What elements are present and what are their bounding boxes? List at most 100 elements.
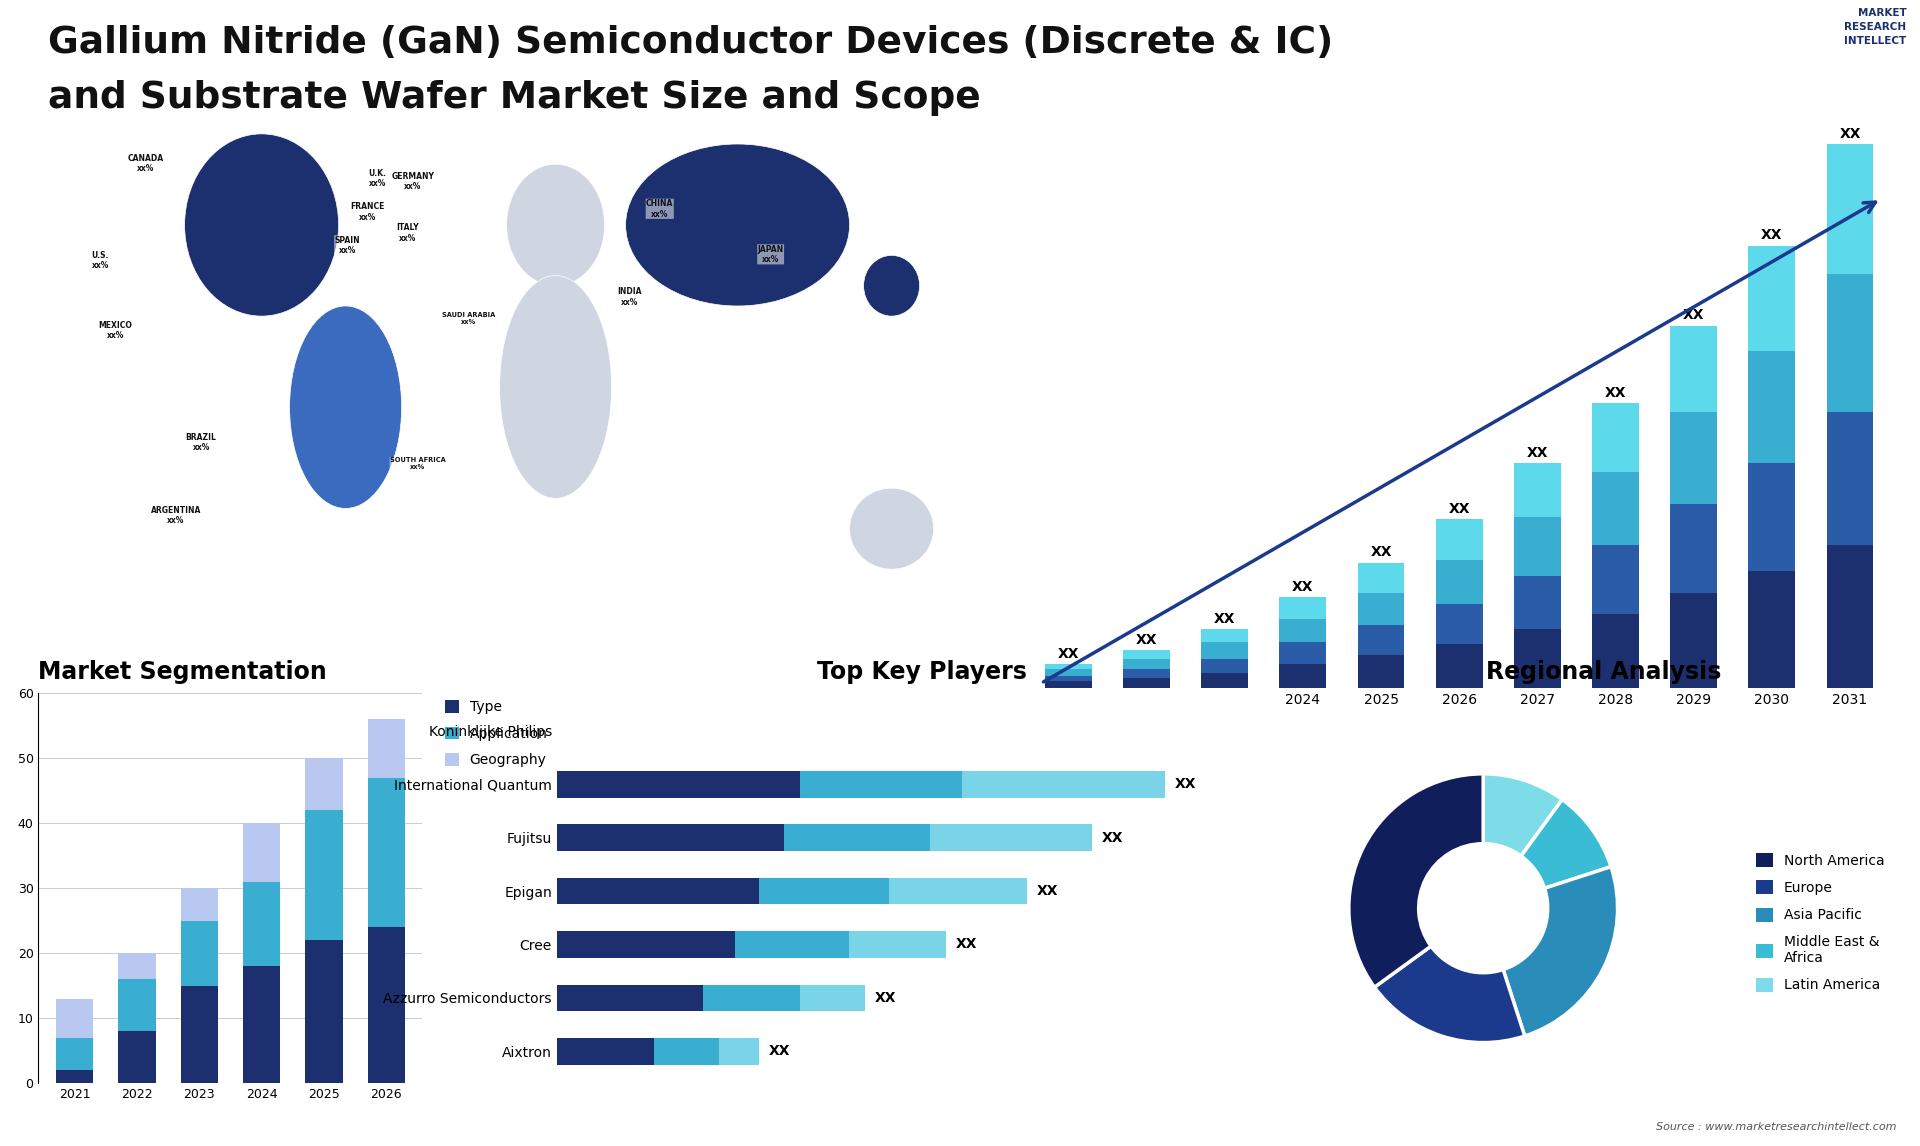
Text: XX: XX (1292, 580, 1313, 594)
Text: Market Segmentation: Market Segmentation (38, 660, 326, 684)
Bar (1670, 592, 1716, 688)
Ellipse shape (499, 275, 612, 499)
Bar (1592, 472, 1640, 545)
Bar (557, 878, 760, 904)
Bar (119, 953, 156, 979)
Bar (1670, 325, 1716, 411)
Bar (962, 771, 1165, 798)
Bar (1826, 545, 1874, 688)
Bar (1436, 519, 1482, 560)
Bar (367, 927, 405, 1083)
Bar (305, 940, 342, 1083)
Circle shape (1419, 843, 1548, 973)
Bar (1513, 517, 1561, 575)
Text: XX: XX (1213, 612, 1235, 626)
Text: ARGENTINA
xx%: ARGENTINA xx% (152, 505, 202, 525)
Text: XX: XX (1761, 228, 1782, 242)
Ellipse shape (507, 164, 605, 285)
Text: XX: XX (876, 991, 897, 1005)
Bar (801, 984, 864, 1011)
Bar (1592, 403, 1640, 472)
Bar (1826, 144, 1874, 274)
Bar (56, 1037, 94, 1070)
Bar (180, 888, 219, 920)
Bar (1436, 644, 1482, 688)
Bar (242, 823, 280, 881)
Bar (1436, 604, 1482, 644)
Bar (1357, 592, 1405, 625)
Bar (1592, 614, 1640, 688)
Text: BRAZIL
xx%: BRAZIL xx% (186, 433, 217, 453)
Bar (1357, 563, 1405, 592)
Bar (889, 878, 1027, 904)
Text: SAUDI ARABIA
xx%: SAUDI ARABIA xx% (442, 312, 495, 324)
Bar (119, 1031, 156, 1083)
Bar (557, 1038, 655, 1065)
Bar (1123, 678, 1169, 688)
Bar (557, 984, 703, 1011)
Wedge shape (1375, 947, 1524, 1043)
Bar (367, 720, 405, 778)
Title: Regional Analysis: Regional Analysis (1486, 660, 1720, 684)
Wedge shape (1521, 800, 1611, 888)
Bar (655, 1038, 718, 1065)
Bar (305, 810, 342, 940)
Bar (1279, 597, 1327, 619)
Bar (557, 931, 735, 958)
Wedge shape (1503, 866, 1617, 1036)
Bar (1044, 681, 1092, 688)
Bar (1202, 629, 1248, 643)
Bar (1123, 650, 1169, 659)
Bar (1357, 656, 1405, 688)
Bar (1202, 643, 1248, 659)
Text: JAPAN
xx%: JAPAN xx% (758, 244, 783, 264)
Bar (180, 920, 219, 986)
Bar (718, 1038, 760, 1065)
Text: Source : www.marketresearchintellect.com: Source : www.marketresearchintellect.com (1657, 1122, 1897, 1132)
Bar (1202, 659, 1248, 673)
Text: XX: XX (770, 1044, 791, 1058)
Text: SOUTH AFRICA
xx%: SOUTH AFRICA xx% (390, 457, 445, 470)
Text: XX: XX (1448, 502, 1471, 516)
Bar (1279, 664, 1327, 688)
Ellipse shape (290, 306, 401, 509)
Bar (1513, 629, 1561, 688)
Bar (801, 771, 962, 798)
Bar (119, 979, 156, 1031)
Text: GERMANY
xx%: GERMANY xx% (392, 172, 434, 191)
Wedge shape (1350, 774, 1484, 987)
Text: XX: XX (1605, 386, 1626, 400)
Bar (1592, 545, 1640, 614)
Text: XX: XX (1102, 831, 1123, 845)
Wedge shape (1482, 774, 1563, 856)
Text: ITALY
xx%: ITALY xx% (396, 223, 419, 243)
Text: Gallium Nitride (GaN) Semiconductor Devices (Discrete & IC): Gallium Nitride (GaN) Semiconductor Devi… (48, 25, 1332, 61)
Bar (783, 824, 929, 851)
Text: XX: XX (1175, 777, 1196, 791)
Bar (305, 759, 342, 810)
Bar (1749, 245, 1795, 352)
Text: SPAIN
xx%: SPAIN xx% (334, 236, 361, 254)
Bar (1826, 411, 1874, 545)
Ellipse shape (864, 256, 920, 316)
Ellipse shape (184, 134, 338, 316)
Bar (1279, 643, 1327, 664)
Ellipse shape (851, 488, 933, 570)
Bar (1044, 665, 1092, 669)
Bar (1513, 575, 1561, 629)
Bar (242, 966, 280, 1083)
Bar (1044, 676, 1092, 681)
Text: XX: XX (1058, 646, 1079, 661)
Bar (735, 931, 849, 958)
Bar (1123, 669, 1169, 678)
Text: and Substrate Wafer Market Size and Scope: and Substrate Wafer Market Size and Scop… (48, 80, 981, 116)
Text: XX: XX (1371, 545, 1392, 559)
Bar (1749, 571, 1795, 688)
Bar (1826, 274, 1874, 411)
Bar (929, 824, 1092, 851)
Bar (1279, 619, 1327, 643)
Text: XX: XX (1839, 127, 1860, 141)
Bar (1123, 659, 1169, 669)
Bar (703, 984, 801, 1011)
Text: XX: XX (1526, 446, 1548, 460)
